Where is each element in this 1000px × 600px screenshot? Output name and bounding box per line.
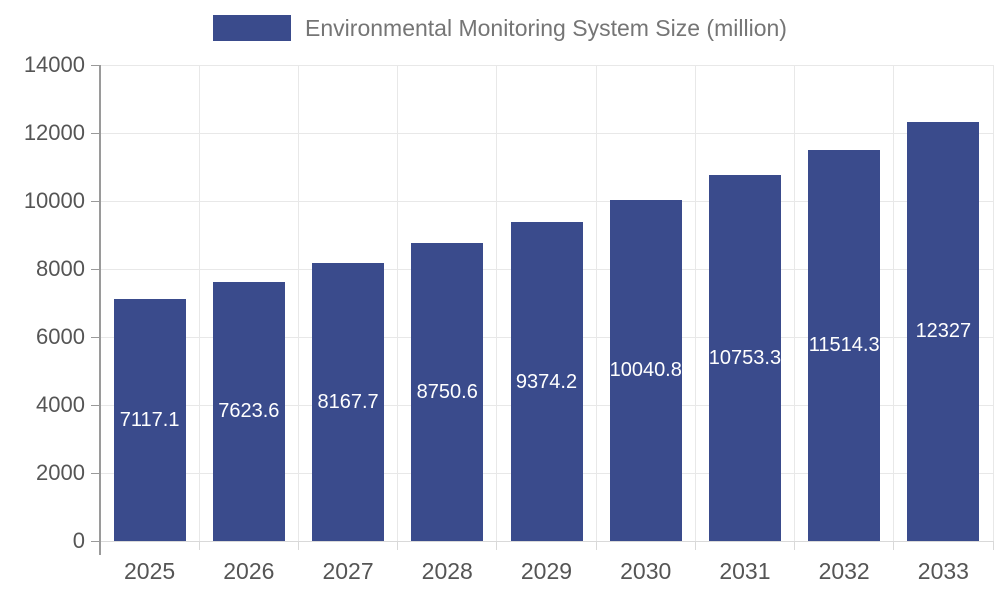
x-axis-tick-label: 2025	[124, 558, 176, 584]
x-axis-tick	[496, 541, 498, 550]
y-axis-tick	[91, 200, 100, 202]
y-axis-tick	[91, 540, 100, 542]
x-axis-tick	[694, 541, 696, 550]
bar-value-label: 11514.3	[808, 334, 880, 357]
gridline-horizontal	[100, 132, 993, 134]
bar-value-label: 12327	[915, 320, 972, 343]
x-axis-tick-label: 2031	[719, 558, 771, 584]
bar-value-label: 10753.3	[708, 347, 782, 370]
bar-value-label: 9374.2	[515, 370, 578, 393]
x-axis-tick	[595, 541, 597, 550]
x-axis-tick	[198, 541, 200, 550]
bar	[510, 222, 583, 541]
x-axis-tick-label: 2027	[322, 558, 374, 584]
x-axis-tick-label: 2033	[917, 558, 969, 584]
bar-value-label: 10040.8	[609, 359, 682, 382]
gridline-vertical	[198, 65, 200, 541]
bar	[411, 243, 484, 541]
bar	[708, 175, 781, 541]
y-axis-tick-label: 6000	[36, 324, 85, 349]
y-axis-tick	[91, 336, 100, 338]
y-axis-tick-label: 14000	[23, 52, 85, 77]
gridline-vertical	[496, 65, 498, 541]
y-axis-tick-label: 2000	[36, 460, 85, 485]
x-axis-tick-label: 2029	[520, 558, 573, 584]
gridline-horizontal	[100, 64, 993, 66]
x-axis-tick	[397, 541, 399, 550]
bar-value-label: 8750.6	[416, 381, 478, 404]
gridline-vertical	[397, 65, 399, 541]
x-axis-line	[100, 540, 993, 542]
gridline-vertical	[893, 65, 895, 541]
gridline-vertical	[794, 65, 796, 541]
bar	[312, 263, 385, 541]
bar	[113, 299, 186, 541]
bar	[808, 149, 881, 541]
gridline-vertical	[992, 65, 994, 541]
gridline-vertical	[297, 65, 299, 541]
y-axis-tick	[91, 472, 100, 474]
gridline-horizontal	[100, 200, 993, 202]
x-axis-tick-label: 2028	[421, 558, 473, 584]
y-axis-tick-label: 10000	[23, 188, 85, 213]
y-axis-tick	[91, 132, 100, 134]
y-axis-line	[99, 65, 101, 555]
y-axis-tick-label: 8000	[36, 256, 85, 281]
y-axis-tick-label: 4000	[36, 392, 85, 417]
bar	[609, 199, 682, 541]
y-axis-tick	[91, 404, 100, 406]
bar	[212, 281, 285, 541]
bar	[907, 121, 980, 541]
legend-swatch[interactable]	[213, 15, 292, 41]
x-axis-tick-label: 2032	[818, 558, 870, 584]
bar-chart-plot-area: 0 2000 4000 6000 8000 10000 12000 14000 7117.1 20…	[24, 54, 994, 583]
y-axis-tick-label: 0	[72, 528, 85, 553]
x-axis-tick	[794, 541, 796, 550]
y-axis-tick-label: 12000	[23, 120, 85, 145]
chart-legend[interactable]: Environmental Monitoring System Size (mi…	[0, 15, 1000, 41]
gridline-vertical	[595, 65, 597, 541]
gridline-vertical	[694, 65, 696, 541]
bar-value-label: 8167.7	[317, 391, 379, 414]
y-axis-tick	[91, 268, 100, 270]
x-axis-tick	[297, 541, 299, 550]
x-axis-tick	[992, 541, 994, 550]
bar-value-label: 7117.1	[119, 409, 180, 431]
y-axis-tick	[91, 64, 100, 66]
x-axis-tick-label: 2026	[223, 558, 275, 584]
bar-value-label: 7623.6	[218, 400, 280, 423]
x-axis-tick	[893, 541, 895, 550]
x-axis-tick-label: 2030	[620, 558, 672, 584]
legend-label[interactable]: Environmental Monitoring System Size (mi…	[305, 15, 787, 41]
